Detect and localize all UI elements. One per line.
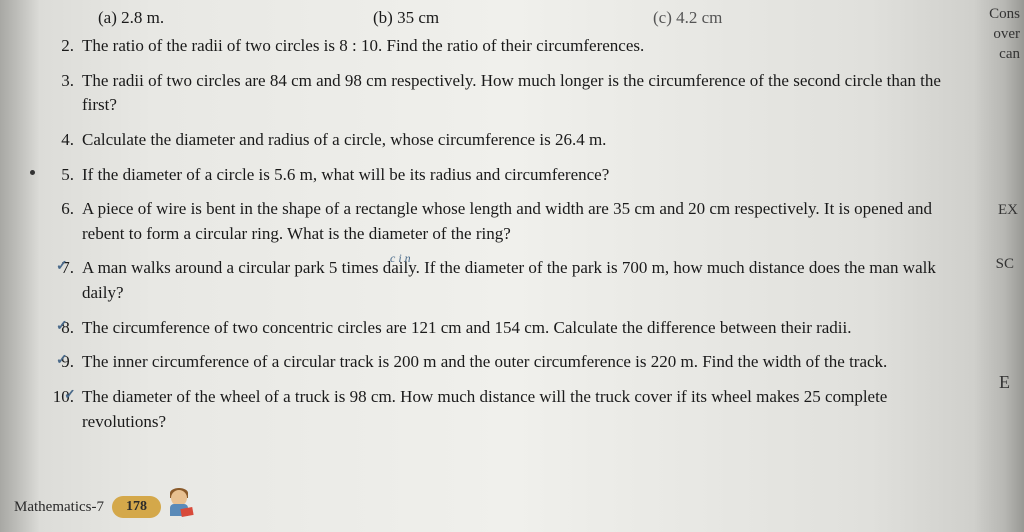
binding-dot: [30, 170, 35, 175]
question-number: 6.: [50, 197, 82, 246]
question-7: 7. A man walks around a circular park 5 …: [50, 256, 970, 305]
question-3: 3. The radii of two circles are 84 cm an…: [50, 69, 970, 118]
option-a: (a) 2.8 m.: [98, 8, 373, 28]
question-text: The radii of two circles are 84 cm and 9…: [82, 69, 970, 118]
question-4: 4. Calculate the diameter and radius of …: [50, 128, 970, 153]
question-number: 5.: [50, 163, 82, 188]
question-text: A piece of wire is bent in the shape of …: [82, 197, 970, 246]
question-text: The inner circumference of a circular tr…: [82, 350, 970, 375]
mascot-book: [180, 507, 193, 517]
option-c: (c) 4.2 cm: [653, 8, 803, 28]
question-text: The diameter of the wheel of a truck is …: [82, 385, 970, 434]
question-text: If the diameter of a circle is 5.6 m, wh…: [82, 163, 970, 188]
question-number: 3.: [50, 69, 82, 118]
margin-text-can: can: [999, 46, 1020, 63]
question-text: A man walks around a circular park 5 tim…: [82, 256, 970, 305]
question-6: 6. A piece of wire is bent in the shape …: [50, 197, 970, 246]
option-b: (b) 35 cm: [373, 8, 653, 28]
margin-text-sc: SC: [996, 256, 1014, 273]
question-text: The ratio of the radii of two circles is…: [82, 34, 970, 59]
page-number-badge: 178: [112, 496, 161, 518]
margin-text-ex: EX: [998, 202, 1018, 219]
margin-text-e: E: [999, 372, 1010, 393]
question-number: 9.: [50, 350, 82, 375]
book-title: Mathematics-7: [14, 499, 104, 516]
question-number: 8.: [50, 316, 82, 341]
question-8: 8. The circumference of two concentric c…: [50, 316, 970, 341]
question-9: 9. The inner circumference of a circular…: [50, 350, 970, 375]
page-content: (a) 2.8 m. (b) 35 cm (c) 4.2 cm 2. The r…: [50, 8, 970, 434]
question-number: 10.: [50, 385, 82, 434]
question-number: 4.: [50, 128, 82, 153]
margin-text-over: over: [993, 26, 1020, 43]
question-number: 7.: [50, 256, 82, 305]
question-text: Calculate the diameter and radius of a c…: [82, 128, 970, 153]
question-text: The circumference of two concentric circ…: [82, 316, 970, 341]
page-footer: Mathematics-7 178: [14, 490, 195, 524]
question-2: 2. The ratio of the radii of two circles…: [50, 34, 970, 59]
left-page-shadow: [0, 0, 40, 532]
margin-text-cons: Cons: [989, 6, 1020, 23]
mcq-options-row: (a) 2.8 m. (b) 35 cm (c) 4.2 cm: [50, 8, 970, 28]
handwritten-annotation: c i n: [390, 251, 411, 266]
cartoon-mascot-icon: [165, 490, 195, 520]
question-5: 5. If the diameter of a circle is 5.6 m,…: [50, 163, 970, 188]
question-number: 2.: [50, 34, 82, 59]
question-10: 10. The diameter of the wheel of a truck…: [50, 385, 970, 434]
